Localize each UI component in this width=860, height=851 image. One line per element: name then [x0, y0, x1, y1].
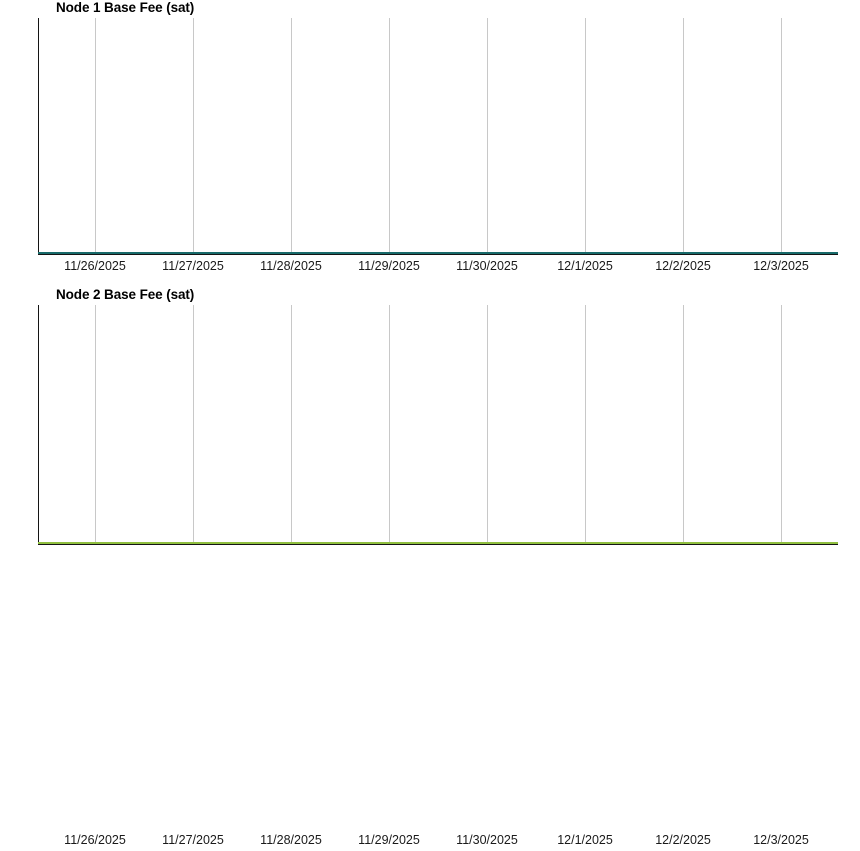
plot-area-node-1: [38, 18, 838, 255]
gridline-node-1: [389, 18, 390, 255]
x-tick-label: 12/1/2025: [557, 259, 613, 273]
x-tick-label: 12/1/2025: [557, 833, 613, 847]
gridline-node-2: [781, 305, 782, 545]
series-line-node-2: [38, 542, 838, 544]
gridline-node-1: [291, 18, 292, 255]
x-axis-node-1: [38, 254, 838, 255]
x-tick-label: 12/2/2025: [655, 833, 711, 847]
y-axis-node-2: [38, 305, 39, 545]
x-tick-label: 11/29/2025: [358, 259, 420, 273]
x-tick-label: 12/3/2025: [753, 259, 809, 273]
gridline-node-1: [95, 18, 96, 255]
x-tick-label: 12/3/2025: [753, 833, 809, 847]
gridline-node-2: [291, 305, 292, 545]
chart-title-node-1: Node 1 Base Fee (sat): [56, 0, 195, 15]
y-axis-node-1: [38, 18, 39, 255]
gridline-node-1: [193, 18, 194, 255]
x-tick-label: 11/27/2025: [162, 259, 224, 273]
x-tick-label: 11/30/2025: [456, 259, 518, 273]
plot-area-node-2: [38, 305, 838, 545]
gridline-node-2: [95, 305, 96, 545]
x-tick-label: 11/26/2025: [64, 259, 126, 273]
chart-panel-node-1: Node 1 Base Fee (sat) 11/26/2025 11/27/2…: [0, 0, 860, 290]
x-tick-label: 11/29/2025: [358, 833, 420, 847]
chart-panel-node-2: Node 2 Base Fee (sat) 11/26/2025 11/27/2…: [0, 287, 860, 847]
x-tick-label: 11/26/2025: [64, 833, 126, 847]
gridline-node-2: [487, 305, 488, 545]
gridline-node-1: [781, 18, 782, 255]
gridline-node-2: [389, 305, 390, 545]
x-tick-labels-node-2: 11/26/2025 11/27/2025 11/28/2025 11/29/2…: [38, 833, 838, 851]
gridline-node-1: [585, 18, 586, 255]
x-tick-label: 11/30/2025: [456, 833, 518, 847]
series-line-node-1: [38, 252, 838, 254]
x-tick-label: 11/28/2025: [260, 833, 322, 847]
chart-title-node-2: Node 2 Base Fee (sat): [56, 287, 195, 302]
gridline-node-2: [193, 305, 194, 545]
gridline-node-2: [683, 305, 684, 545]
gridline-node-1: [683, 18, 684, 255]
x-tick-label: 11/27/2025: [162, 833, 224, 847]
x-tick-label: 11/28/2025: [260, 259, 322, 273]
gridline-node-2: [585, 305, 586, 545]
x-tick-label: 12/2/2025: [655, 259, 711, 273]
x-axis-node-2: [38, 544, 838, 545]
gridline-node-1: [487, 18, 488, 255]
x-tick-labels-node-1: 11/26/2025 11/27/2025 11/28/2025 11/29/2…: [38, 259, 838, 277]
